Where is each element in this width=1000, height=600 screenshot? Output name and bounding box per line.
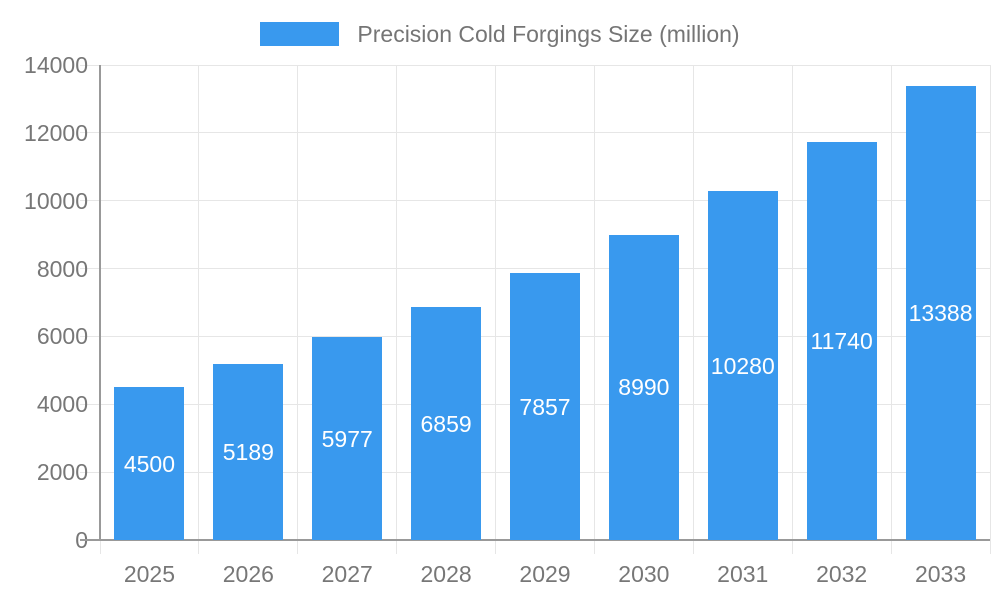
x-axis-tick-label: 2031: [717, 561, 769, 587]
bar[interactable]: [213, 363, 284, 540]
x-gridline: [692, 65, 694, 540]
bar[interactable]: [114, 387, 185, 540]
y-axis-tick-label: 2000: [36, 459, 88, 486]
bar[interactable]: [608, 234, 679, 540]
x-axis-tick: [198, 540, 200, 554]
bar[interactable]: [312, 337, 383, 540]
y-gridline: [80, 268, 990, 270]
y-axis-tick-label: 12000: [24, 119, 88, 146]
y-gridline: [80, 64, 990, 66]
y-axis-tick-label: 10000: [24, 187, 88, 214]
x-gridline: [198, 65, 200, 540]
x-axis-tick: [297, 540, 299, 554]
x-axis-tick: [890, 540, 892, 554]
x-axis-tick-label: 2029: [519, 561, 571, 587]
x-gridline: [495, 65, 497, 540]
x-gridline: [396, 65, 398, 540]
y-axis-tick-label: 14000: [24, 52, 88, 78]
x-axis-tick-label: 2026: [222, 561, 274, 587]
x-axis-baseline: [80, 539, 990, 541]
y-axis-tick-label: 6000: [36, 323, 88, 350]
x-gridline: [989, 65, 991, 540]
x-gridline: [593, 65, 595, 540]
x-axis-tick: [593, 540, 595, 554]
y-axis-tick-label: 4000: [36, 391, 88, 418]
x-gridline: [791, 65, 793, 540]
x-axis-tick-label: 2028: [420, 561, 472, 587]
bar[interactable]: [411, 307, 482, 540]
x-axis-tick: [989, 540, 991, 554]
x-gridline: [297, 65, 299, 540]
x-axis-tick-label: 2030: [618, 561, 670, 587]
x-axis-tick: [495, 540, 497, 554]
y-gridline: [80, 200, 990, 202]
y-axis-tick-label: 0: [0, 527, 88, 553]
chart-legend[interactable]: Precision Cold Forgings Size (million): [0, 18, 1000, 50]
x-axis-tick: [791, 540, 793, 554]
x-axis-tick-label: 2032: [816, 561, 868, 587]
x-axis-tick: [692, 540, 694, 554]
bar[interactable]: [806, 141, 877, 540]
x-axis-tick: [99, 540, 101, 554]
x-axis-tick-label: 2033: [914, 561, 967, 587]
x-axis-tick-label: 2027: [321, 561, 373, 587]
y-gridline: [80, 132, 990, 134]
bar[interactable]: [905, 85, 976, 540]
bar[interactable]: [707, 191, 778, 540]
bar[interactable]: [510, 273, 580, 540]
x-axis-tick: [396, 540, 398, 554]
x-gridline: [890, 65, 892, 540]
legend-swatch-icon: [260, 22, 340, 46]
y-axis-tick-label: 8000: [36, 255, 88, 282]
y-axis-line: [99, 65, 101, 540]
x-axis-tick-label: 2025: [123, 561, 176, 587]
legend-label: Precision Cold Forgings Size (million): [357, 20, 740, 47]
